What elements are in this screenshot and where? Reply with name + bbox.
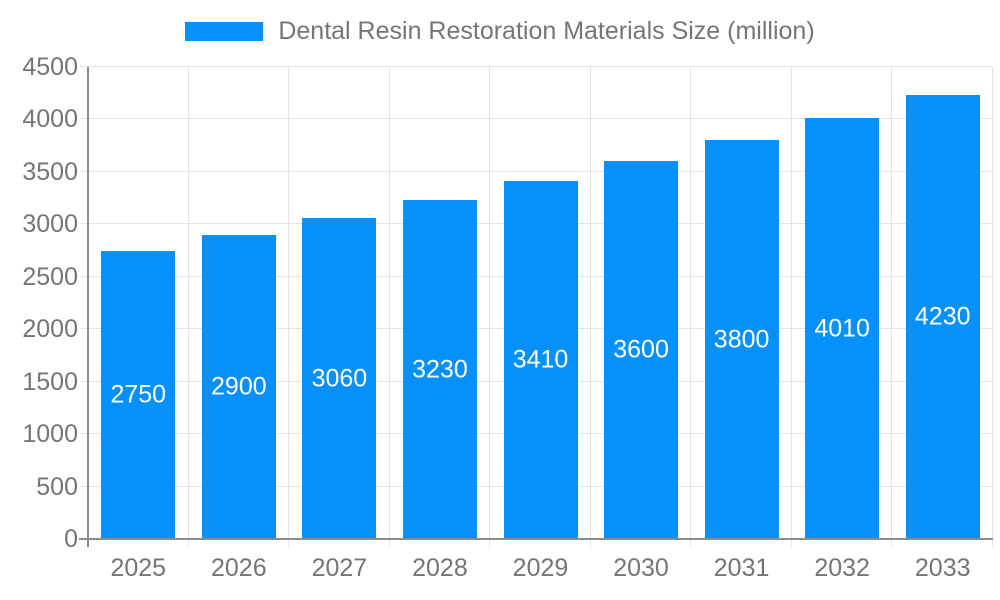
legend-swatch bbox=[185, 21, 264, 41]
bar-value-label: 3600 bbox=[613, 335, 669, 364]
bar-value-label: 2750 bbox=[110, 380, 167, 409]
x-tick-label-2029: 2029 bbox=[512, 554, 569, 582]
bar-value-label: 3410 bbox=[512, 345, 569, 374]
gridline-y-4500 bbox=[80, 66, 993, 67]
bar-2033[interactable]: 4230 bbox=[905, 95, 980, 539]
gridline-x-9 bbox=[992, 67, 993, 547]
x-tick-label-2025: 2025 bbox=[110, 554, 167, 582]
y-tick-label-2000: 2000 bbox=[22, 315, 78, 344]
gridline-y-3500 bbox=[80, 170, 993, 172]
gridline-x-7 bbox=[790, 67, 792, 547]
y-tick-label-3500: 3500 bbox=[22, 157, 78, 186]
gridline-x-4 bbox=[489, 67, 491, 547]
bar-2028[interactable]: 3230 bbox=[402, 200, 477, 539]
y-axis-line bbox=[87, 67, 89, 547]
bar-2027[interactable]: 3060 bbox=[302, 218, 377, 539]
gridline-y-4000 bbox=[80, 118, 993, 120]
gridline-x-2 bbox=[288, 67, 290, 547]
y-tick-label-0: 0 bbox=[64, 525, 78, 553]
x-tick-label-2031: 2031 bbox=[713, 554, 770, 582]
x-axis-line bbox=[79, 538, 993, 540]
legend-label: Dental Resin Restoration Materials Size … bbox=[278, 16, 815, 45]
bar-value-label: 3230 bbox=[412, 355, 468, 384]
bar-2029[interactable]: 3410 bbox=[503, 181, 578, 539]
x-tick-label-2032: 2032 bbox=[814, 554, 870, 582]
x-tick-label-2026: 2026 bbox=[211, 554, 267, 582]
gridline-x-6 bbox=[690, 67, 692, 547]
plot-area: 2750 2900 3060 3230 3410 3600 3800 4010 4230 bbox=[79, 66, 993, 547]
y-tick-label-1500: 1500 bbox=[22, 367, 78, 396]
bar-2030[interactable]: 3600 bbox=[604, 161, 679, 539]
gridline-x-5 bbox=[589, 67, 591, 547]
bar-2031[interactable]: 3800 bbox=[704, 140, 779, 539]
bar-value-label: 2900 bbox=[211, 372, 267, 401]
chart-legend[interactable]: Dental Resin Restoration Materials Size … bbox=[0, 10, 1000, 52]
y-tick-label-4500: 4500 bbox=[22, 53, 78, 81]
y-tick-label-4000: 4000 bbox=[22, 105, 78, 134]
bar-value-label: 3060 bbox=[311, 364, 368, 393]
bar-2032[interactable]: 4010 bbox=[805, 118, 880, 539]
bar-value-label: 4230 bbox=[914, 302, 971, 331]
y-tick-label-1000: 1000 bbox=[22, 420, 78, 449]
gridline-x-3 bbox=[388, 67, 390, 547]
bar-2025[interactable]: 2750 bbox=[101, 250, 176, 539]
x-tick-label-2030: 2030 bbox=[613, 554, 669, 582]
bar-2026[interactable]: 2900 bbox=[201, 234, 276, 539]
x-tick-label-2028: 2028 bbox=[412, 554, 468, 582]
y-tick-label-500: 500 bbox=[36, 472, 78, 501]
bar-value-label: 4010 bbox=[814, 314, 870, 343]
y-tick-label-3000: 3000 bbox=[22, 210, 78, 239]
x-tick-label-2033: 2033 bbox=[914, 554, 971, 582]
gridline-x-8 bbox=[891, 67, 893, 547]
x-tick-label-2027: 2027 bbox=[311, 554, 368, 582]
gridline-x-1 bbox=[187, 67, 189, 547]
y-tick-label-2500: 2500 bbox=[22, 262, 78, 291]
bar-value-label: 3800 bbox=[713, 325, 770, 354]
